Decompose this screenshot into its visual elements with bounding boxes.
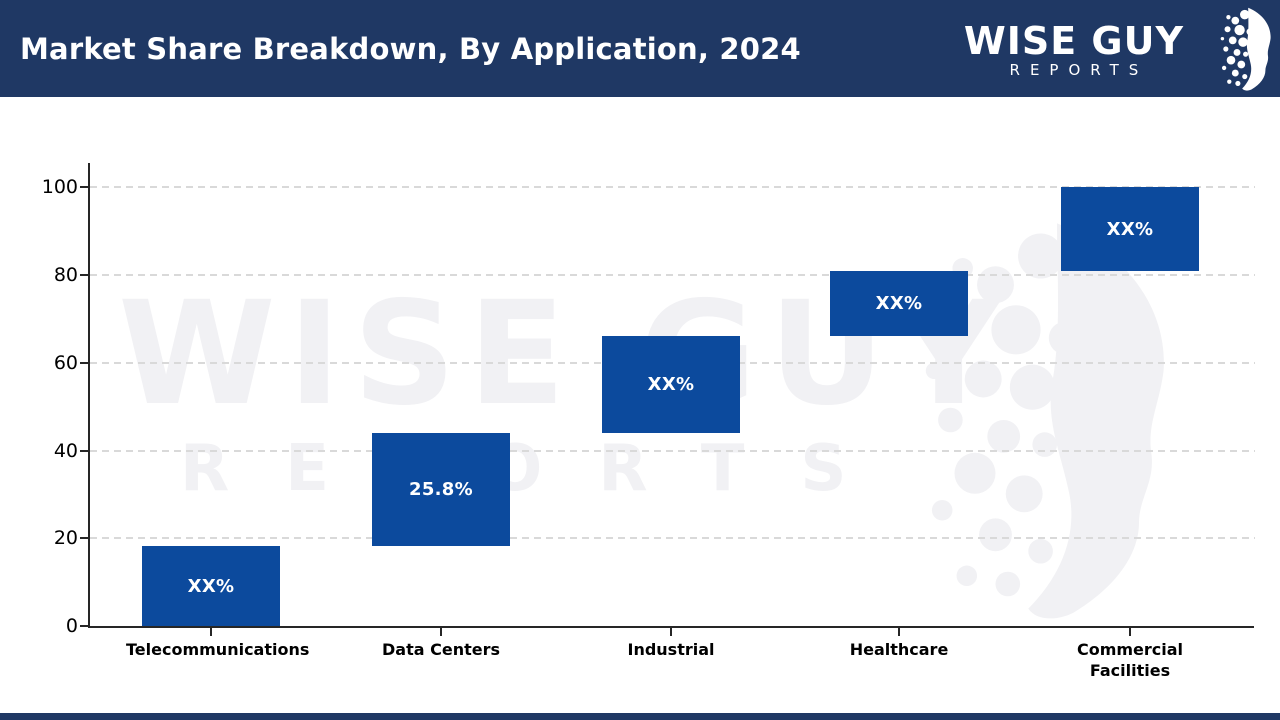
watermark-subtitle: REPORTS [180,432,903,506]
brand-subtitle: REPORTS [1009,60,1149,79]
waterfall-chart: 0 20 40 60 80 100 XX% 25.8% XX% XX% XX% Telecommuni… [0,97,1280,713]
footer-bar [0,713,1280,720]
bar-segment: XX% [1061,187,1199,272]
x-category-label: Healthcare [849,640,949,659]
header-bar: Market Share Breakdown, By Application, … [0,0,1280,97]
bar-value-label: XX% [187,575,235,597]
y-tick-mark [80,361,88,364]
bar-segment: XX% [830,271,968,337]
y-tick-label: 100 [41,176,78,199]
brand-logo-text: WISE GUY REPORTS [964,21,1184,78]
gridline [90,186,1255,189]
gridline [90,537,1255,540]
x-tick-mark [210,628,212,636]
gridline [90,449,1255,452]
brand-name: WISE GUY [963,18,1184,63]
bar-value-label: XX% [647,374,695,396]
gridline [90,274,1255,277]
x-tick-mark [898,628,900,636]
y-tick-mark [80,274,88,277]
bar-segment: 25.8% [372,433,510,547]
y-tick-mark [80,625,88,627]
y-tick-mark [80,186,88,189]
bar-segment: XX% [602,336,740,433]
x-axis-spine [88,626,1254,628]
y-tick-label: 20 [53,527,78,550]
page-title: Market Share Breakdown, By Application, … [20,31,801,66]
brand-logo: WISE GUY REPORTS [964,4,1274,94]
bar-value-label: XX% [1106,218,1154,240]
bar-segment: XX% [142,546,280,626]
brand-head-icon [1220,7,1271,91]
y-tick-label: 60 [53,351,78,374]
y-tick-mark [80,537,88,540]
y-tick-label: 80 [53,264,78,287]
bar-value-label: XX% [875,293,923,315]
x-category-label: Industrial [627,640,715,659]
x-category-label: Commercial Facilities [1076,640,1184,680]
x-tick-mark [440,628,442,636]
x-tick-mark [670,628,672,636]
y-tick-label: 0 [65,615,78,637]
x-category-label: Data Centers [382,640,500,659]
y-tick-mark [80,449,88,452]
x-tick-mark [1129,628,1131,636]
y-axis-spine [88,163,90,628]
x-category-label: Telecommunications [126,640,310,659]
bar-value-label: 25.8% [409,479,473,501]
y-tick-label: 40 [53,439,78,462]
